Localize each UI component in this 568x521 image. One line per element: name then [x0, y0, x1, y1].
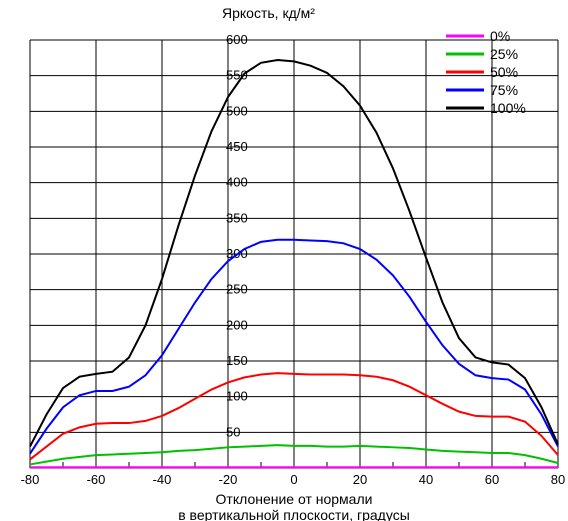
y-tick-label: 250 [226, 282, 248, 297]
x-tick-label: -80 [21, 472, 40, 487]
legend-label: 25% [490, 46, 518, 62]
legend-label: 75% [490, 82, 518, 98]
x-tick-label: -20 [219, 472, 238, 487]
x-tick-label: -40 [153, 472, 172, 487]
x-axis-title-2: в вертикальной плоскости, градусы [178, 507, 410, 521]
x-tick-label: 0 [290, 472, 297, 487]
x-tick-label: 20 [353, 472, 367, 487]
y-tick-label: 500 [226, 103, 248, 118]
y-tick-label: 350 [226, 210, 248, 225]
x-tick-label: -60 [87, 472, 106, 487]
y-tick-label: 150 [226, 353, 248, 368]
y-tick-label: 600 [226, 32, 248, 47]
legend-label: 50% [490, 64, 518, 80]
x-tick-label: 40 [419, 472, 433, 487]
y-tick-label: 100 [226, 389, 248, 404]
x-tick-label: 60 [485, 472, 499, 487]
y-tick-label: 200 [226, 317, 248, 332]
x-tick-label: 80 [551, 472, 565, 487]
legend-label: 0% [490, 28, 510, 44]
y-tick-label: 50 [226, 424, 240, 439]
chart-bg [0, 0, 568, 521]
legend-label: 100% [490, 100, 526, 116]
x-axis-title-1: Отклонение от нормали [216, 491, 373, 507]
y-axis-title: Яркость, кд/м² [222, 5, 315, 21]
y-tick-label: 450 [226, 139, 248, 154]
y-tick-label: 400 [226, 175, 248, 190]
